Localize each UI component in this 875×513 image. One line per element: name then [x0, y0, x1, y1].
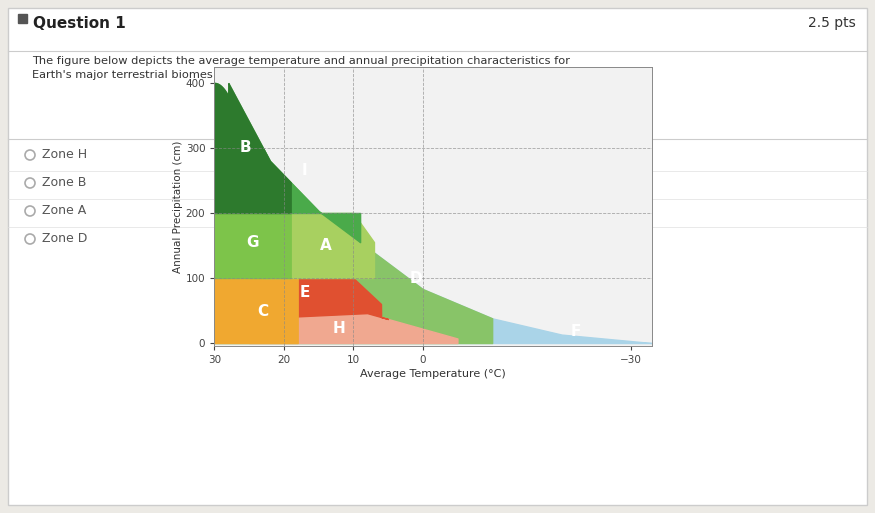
- X-axis label: Average Temperature (°C): Average Temperature (°C): [360, 369, 506, 380]
- Text: E: E: [299, 285, 310, 300]
- Text: 2.5 pts: 2.5 pts: [808, 16, 856, 30]
- Text: Zone B: Zone B: [42, 176, 87, 189]
- Text: Hot + Dry
(Desert): Hot + Dry (Desert): [506, 151, 552, 171]
- Bar: [495, 117, 563, 145]
- Text: Cold + Icy
(Taiga): Cold + Icy (Taiga): [576, 151, 623, 171]
- Text: F: F: [570, 324, 581, 339]
- Bar: [18, 14, 27, 23]
- Text: Zone D: Zone D: [42, 232, 88, 246]
- Text: C: C: [257, 304, 269, 319]
- Text: Question 1: Question 1: [33, 16, 126, 31]
- Text: Increasing
Precipitation: Increasing Precipitation: [432, 117, 489, 136]
- Text: Hot + Wet
(Rainforest): Hot + Wet (Rainforest): [500, 121, 557, 141]
- Bar: [495, 147, 563, 175]
- Text: G: G: [247, 235, 259, 250]
- Text: B: B: [240, 141, 251, 155]
- Text: H: H: [333, 321, 346, 336]
- Bar: [565, 147, 633, 175]
- Bar: [494, 116, 634, 176]
- Text: I: I: [302, 163, 307, 178]
- Text: A: A: [319, 238, 332, 253]
- Text: Decreasing Temperature: Decreasing Temperature: [512, 178, 616, 187]
- Y-axis label: Annual Precipitation (cm): Annual Precipitation (cm): [173, 140, 183, 273]
- Text: Zone H: Zone H: [42, 148, 88, 162]
- Text: The figure below depicts the average temperature and annual precipitation charac: The figure below depicts the average tem…: [32, 56, 570, 80]
- Text: D: D: [410, 270, 422, 286]
- Text: Zone A: Zone A: [42, 205, 87, 218]
